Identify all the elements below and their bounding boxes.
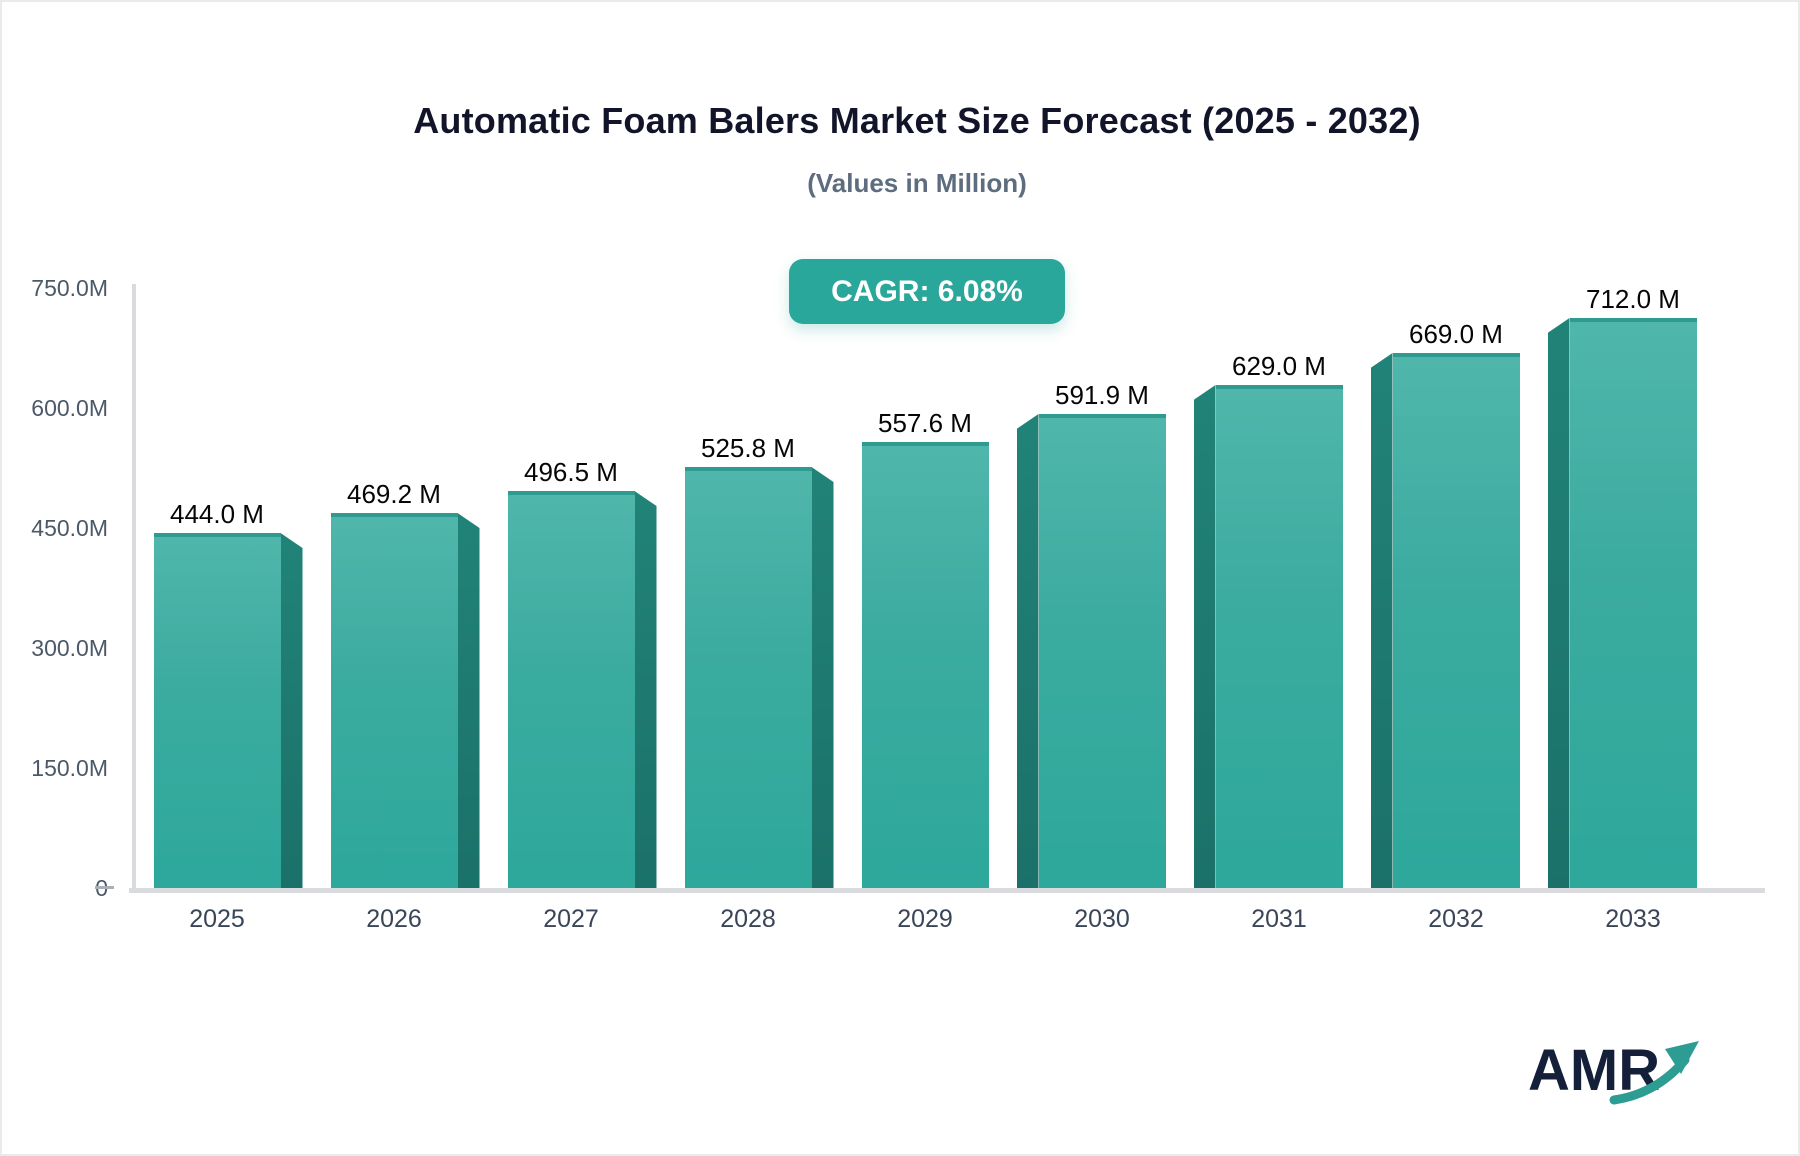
bar-value-2030: 591.9 M: [1055, 380, 1149, 410]
bar-side-2028: [811, 467, 834, 888]
cagr-badge: CAGR: 6.08%: [789, 259, 1065, 324]
bar-side-2031: [1193, 385, 1216, 888]
bar-2033: [1569, 318, 1697, 888]
bar-side-2025: [280, 533, 303, 888]
bar-side-2027: [634, 491, 657, 888]
bar-side-2032: [1370, 353, 1393, 888]
bar-side-2026: [457, 513, 480, 888]
bar-value-2032: 669.0 M: [1409, 319, 1503, 349]
x-label-2031: 2031: [1251, 905, 1307, 933]
x-label-2026: 2026: [366, 905, 422, 933]
bar-2032: [1392, 353, 1520, 888]
x-label-2033: 2033: [1605, 905, 1661, 933]
y-tick-300: 300.0M: [31, 635, 108, 661]
chart-subtitle: (Values in Million): [807, 168, 1027, 198]
chart-title: Automatic Foam Balers Market Size Foreca…: [413, 100, 1421, 141]
bar-2025: [153, 533, 281, 888]
zero-tick-dash: [95, 886, 114, 889]
bar-value-2031: 629.0 M: [1232, 351, 1326, 381]
bar-2031: [1215, 385, 1343, 888]
y-tick-450: 450.0M: [31, 515, 108, 541]
x-label-2029: 2029: [897, 905, 953, 933]
growth-arrow-icon: [1609, 1041, 1699, 1105]
amr-logo: AMR: [1528, 1038, 1699, 1105]
y-tick-600: 600.0M: [31, 395, 108, 421]
bar-2026: [330, 513, 458, 888]
x-label-2025: 2025: [189, 905, 245, 933]
y-tick-750: 750.0M: [31, 275, 108, 301]
x-axis-line: [129, 888, 1765, 893]
bar-2030: [1038, 414, 1166, 888]
bar-value-2025: 444.0 M: [170, 499, 264, 529]
y-tick-0: 0: [2, 875, 108, 901]
x-label-2027: 2027: [543, 905, 599, 933]
bar-side-2030: [1016, 414, 1039, 888]
bar-value-2026: 469.2 M: [347, 479, 441, 509]
x-label-2032: 2032: [1428, 905, 1484, 933]
x-label-2030: 2030: [1074, 905, 1130, 933]
y-tick-150: 150.0M: [31, 755, 108, 781]
bar-value-2028: 525.8 M: [701, 433, 795, 463]
bar-value-2029: 557.6 M: [878, 408, 972, 438]
bar-2027: [507, 491, 635, 888]
bar-value-2033: 712.0 M: [1586, 284, 1680, 314]
x-label-2028: 2028: [720, 905, 776, 933]
bar-value-2027: 496.5 M: [524, 457, 618, 487]
bar-2028: [684, 467, 812, 888]
y-axis-line: [132, 284, 136, 892]
bar-side-2033: [1547, 318, 1570, 888]
bar-2029: [861, 442, 989, 888]
